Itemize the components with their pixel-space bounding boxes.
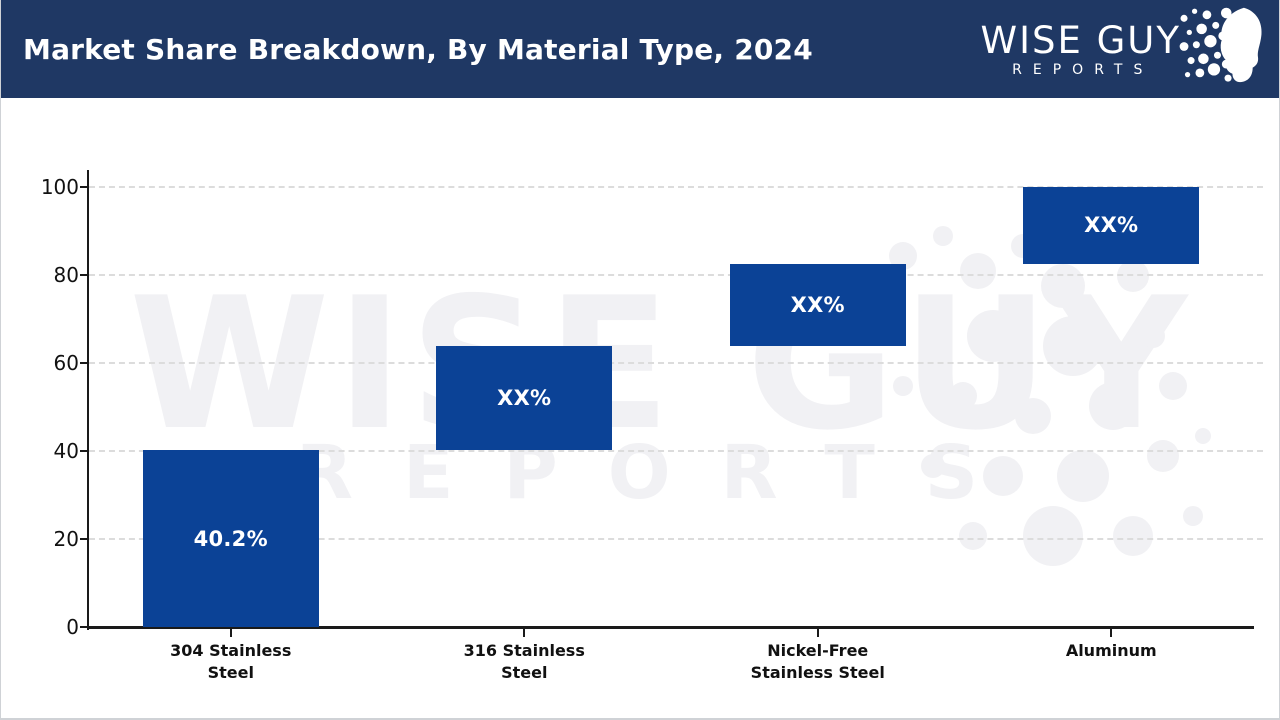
logo-head-icon xyxy=(1179,7,1262,83)
logo-wordmark: WISE GUY REPORTS xyxy=(980,19,1181,78)
gridline xyxy=(89,450,1263,452)
y-tick-label: 100 xyxy=(40,175,79,199)
gridline xyxy=(89,274,1263,276)
header-bar: Market Share Breakdown, By Material Type… xyxy=(1,0,1279,98)
y-axis-tick xyxy=(80,450,88,452)
x-tick-label: Nickel-Free Stainless Steel xyxy=(750,641,885,682)
bar-value-label: XX% xyxy=(790,292,845,317)
y-tick-label: 60 xyxy=(53,351,79,375)
gridline xyxy=(89,538,1263,540)
y-axis-tick xyxy=(80,362,88,364)
y-axis-tick xyxy=(80,186,88,188)
bar-value-label: XX% xyxy=(497,386,552,411)
watermark-head-dots-icon xyxy=(889,226,1211,566)
gridline xyxy=(89,362,1263,364)
x-axis-tick xyxy=(523,629,526,637)
x-tick-label: 304 Stainless Steel xyxy=(170,641,292,682)
bar-304-stainless-steel: 40.2% xyxy=(142,450,319,627)
bar-value-label: XX% xyxy=(1084,213,1139,238)
brand-logo: WISE GUY REPORTS xyxy=(981,6,1265,94)
watermark-subtitle: REPORTS xyxy=(296,430,1029,516)
y-tick-label: 0 xyxy=(66,615,79,639)
x-axis-tick xyxy=(229,629,232,637)
x-axis-tick xyxy=(1110,629,1113,637)
waterfall-chart: WISE GUY REPORTS 0 20 40 60 80 100 40.2% 304 St… xyxy=(1,98,1280,720)
watermark-wordmark: WISE GUY xyxy=(129,258,1194,470)
x-axis-line xyxy=(87,626,1254,629)
x-axis-tick xyxy=(816,629,819,637)
page-title: Market Share Breakdown, By Material Type… xyxy=(23,32,813,66)
y-axis-tick xyxy=(80,538,88,540)
x-tick-label: 316 Stainless Steel xyxy=(463,641,585,682)
y-tick-label: 80 xyxy=(53,263,79,287)
logo-subtitle: REPORTS xyxy=(1012,61,1154,78)
y-axis-line xyxy=(87,170,89,630)
bar-aluminum: XX% xyxy=(1023,187,1200,264)
logo-name: WISE GUY xyxy=(980,19,1181,63)
y-axis-tick xyxy=(80,274,88,276)
y-axis-tick xyxy=(80,626,88,628)
y-tick-label: 20 xyxy=(53,527,79,551)
y-tick-label: 40 xyxy=(53,439,79,463)
bar-nickel-free-stainless-steel: XX% xyxy=(729,263,906,347)
gridline xyxy=(89,186,1263,188)
bar-value-label: 40.2% xyxy=(193,526,268,551)
bar-316-stainless-steel: XX% xyxy=(436,346,613,451)
x-tick-label: Aluminum xyxy=(1065,641,1157,660)
